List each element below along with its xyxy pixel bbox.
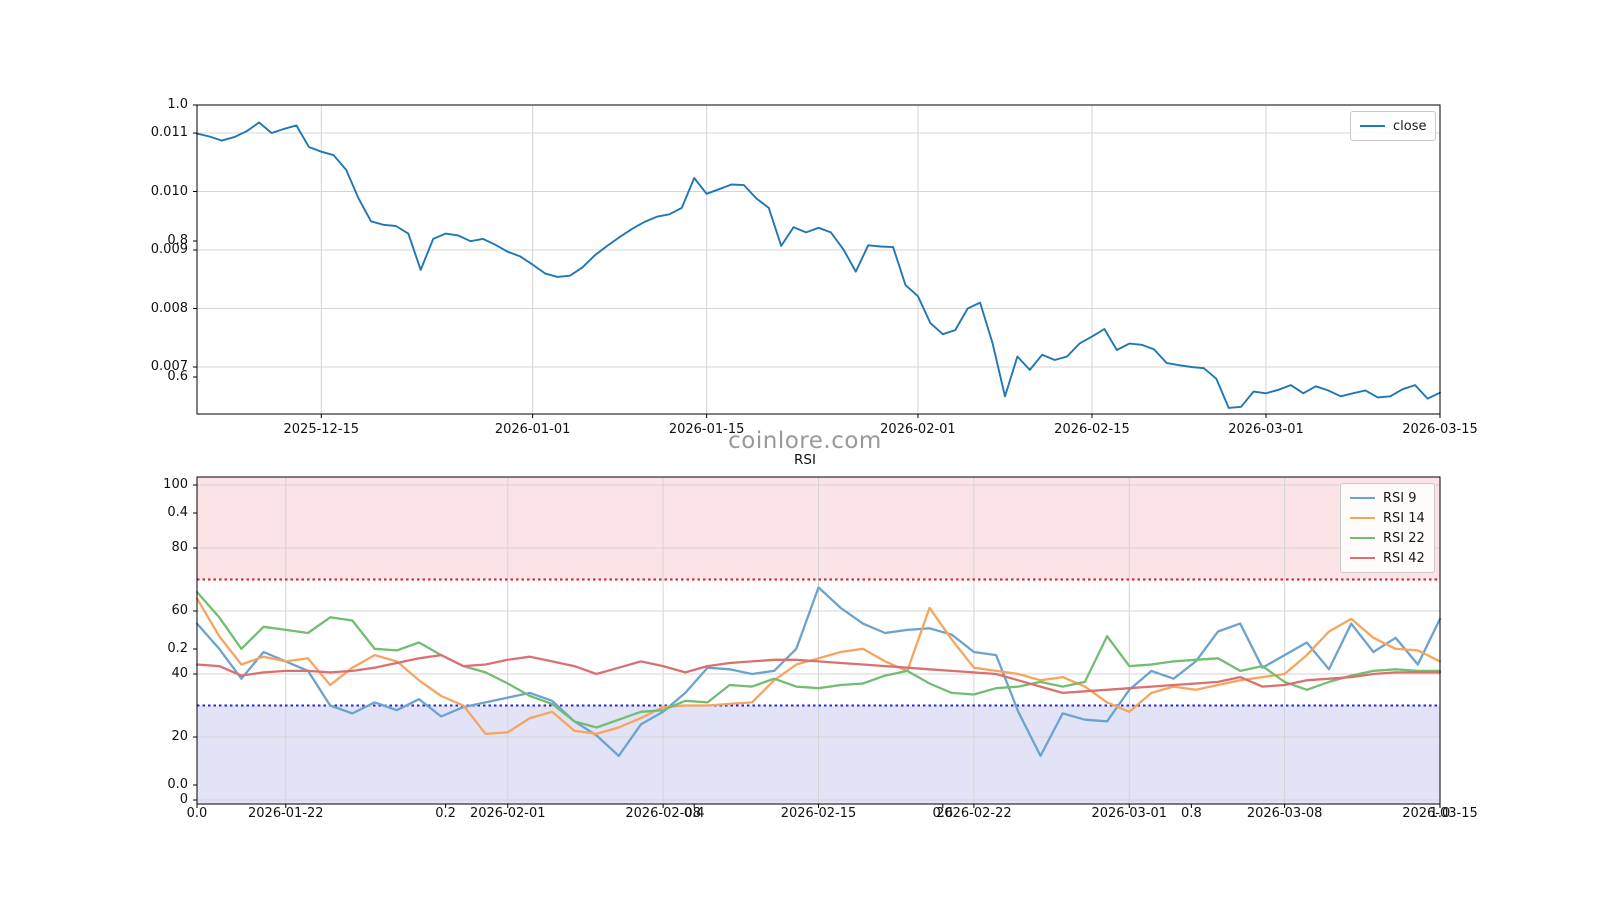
close-line-swatch xyxy=(1360,125,1385,127)
rsi14-line-swatch xyxy=(1350,517,1375,519)
watermark: coinlore.com xyxy=(728,428,882,454)
price-axes-border xyxy=(196,104,1441,415)
legend-label-rsi22: RSI 22 xyxy=(1383,530,1425,546)
series-rsi-9 xyxy=(195,586,1442,758)
rsi-chart-title: RSI xyxy=(794,452,816,468)
price-legend: close xyxy=(1350,111,1437,141)
legend-item-rsi42: RSI 42 xyxy=(1350,548,1425,568)
rsi9-line-swatch xyxy=(1350,497,1375,499)
legend-label-close: close xyxy=(1393,118,1427,134)
legend-label-rsi14: RSI 14 xyxy=(1383,510,1425,526)
series-rsi-14 xyxy=(195,597,1442,736)
legend-label-rsi42: RSI 42 xyxy=(1383,550,1425,566)
rsi22-line-swatch xyxy=(1350,537,1375,539)
series-rsi-22 xyxy=(195,590,1442,729)
rsi-legend: RSI 9 RSI 14 RSI 22 RSI 42 xyxy=(1340,483,1435,573)
legend-item-rsi22: RSI 22 xyxy=(1350,528,1425,548)
series-close xyxy=(196,121,1441,409)
legend-item-rsi14: RSI 14 xyxy=(1350,508,1425,528)
series-rsi-42 xyxy=(195,653,1442,695)
legend-label-rsi9: RSI 9 xyxy=(1383,490,1417,506)
rsi42-line-swatch xyxy=(1350,557,1375,559)
legend-item-close: close xyxy=(1360,116,1426,136)
legend-item-rsi9: RSI 9 xyxy=(1350,488,1425,508)
